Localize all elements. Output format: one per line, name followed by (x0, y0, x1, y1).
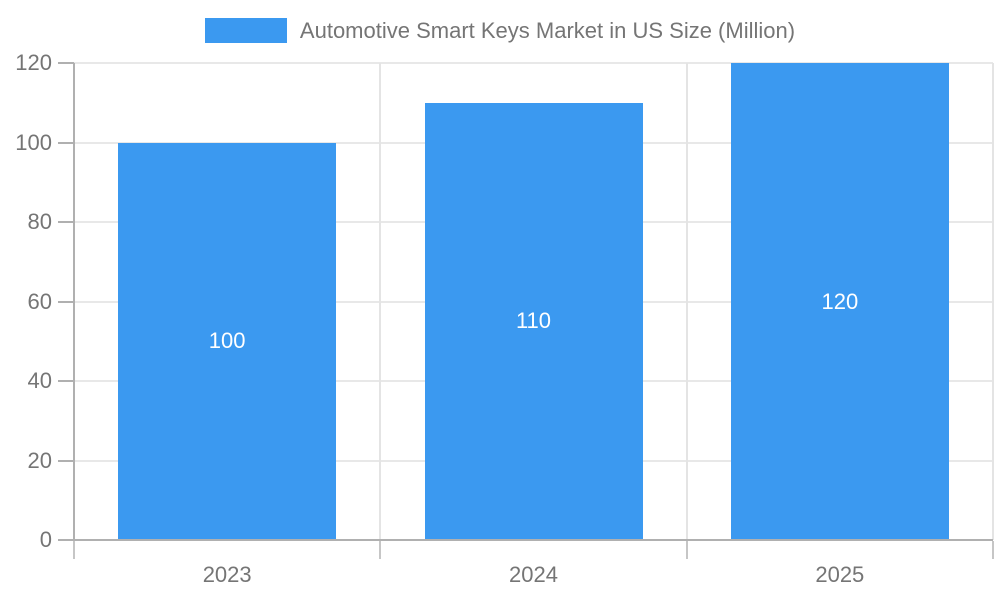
bar-value-label: 100 (208, 328, 246, 354)
legend-swatch (204, 18, 287, 43)
bar-value-label: 120 (821, 288, 859, 314)
y-tick-label: 80 (27, 209, 52, 234)
y-tick-label: 0 (39, 527, 52, 552)
x-tick-label-2024: 2024 (509, 562, 558, 587)
y-tick-label: 20 (27, 447, 52, 473)
y-axis-tick (58, 459, 74, 462)
legend[interactable]: Automotive Smart Keys Market in US Size … (0, 17, 1000, 44)
y-tick-label: 40 (27, 368, 52, 393)
y-axis-tick (58, 221, 74, 223)
gridline-horizontal (74, 62, 993, 64)
bar-2025[interactable] (730, 63, 949, 540)
plot-right-border (992, 63, 994, 540)
x-axis-tick (992, 541, 994, 559)
x-tick-label-2023: 2023 (202, 562, 252, 587)
y-axis-tick (58, 300, 74, 303)
x-tick-label-2025: 2025 (815, 562, 865, 587)
bar-2024[interactable] (424, 102, 643, 540)
y-axis-tick (58, 380, 74, 382)
bar-2023[interactable] (118, 142, 337, 540)
y-tick-label: 60 (27, 288, 52, 314)
gridline-vertical (379, 63, 382, 540)
y-axis-tick (58, 62, 74, 64)
x-axis-tick (379, 541, 382, 559)
y-axis-line (73, 63, 75, 540)
x-axis-line (58, 539, 993, 541)
y-tick-label: 100 (15, 129, 52, 155)
gridline-vertical (685, 63, 688, 540)
x-axis-tick (73, 541, 75, 559)
x-axis-tick (685, 541, 688, 559)
y-tick-label: 120 (15, 50, 52, 75)
y-axis-tick (58, 141, 74, 144)
legend-label: Automotive Smart Keys Market in US Size … (299, 18, 796, 43)
bar-value-label: 110 (515, 308, 552, 334)
